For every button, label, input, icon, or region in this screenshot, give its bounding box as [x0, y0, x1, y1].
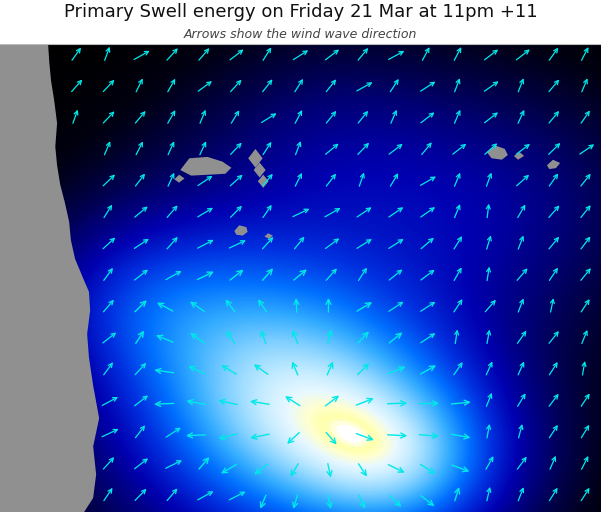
Text: Primary Swell energy on Friday 21 Mar at 11pm +11: Primary Swell energy on Friday 21 Mar at… — [64, 3, 537, 21]
Text: Arrows show the wind wave direction: Arrows show the wind wave direction — [184, 28, 417, 41]
